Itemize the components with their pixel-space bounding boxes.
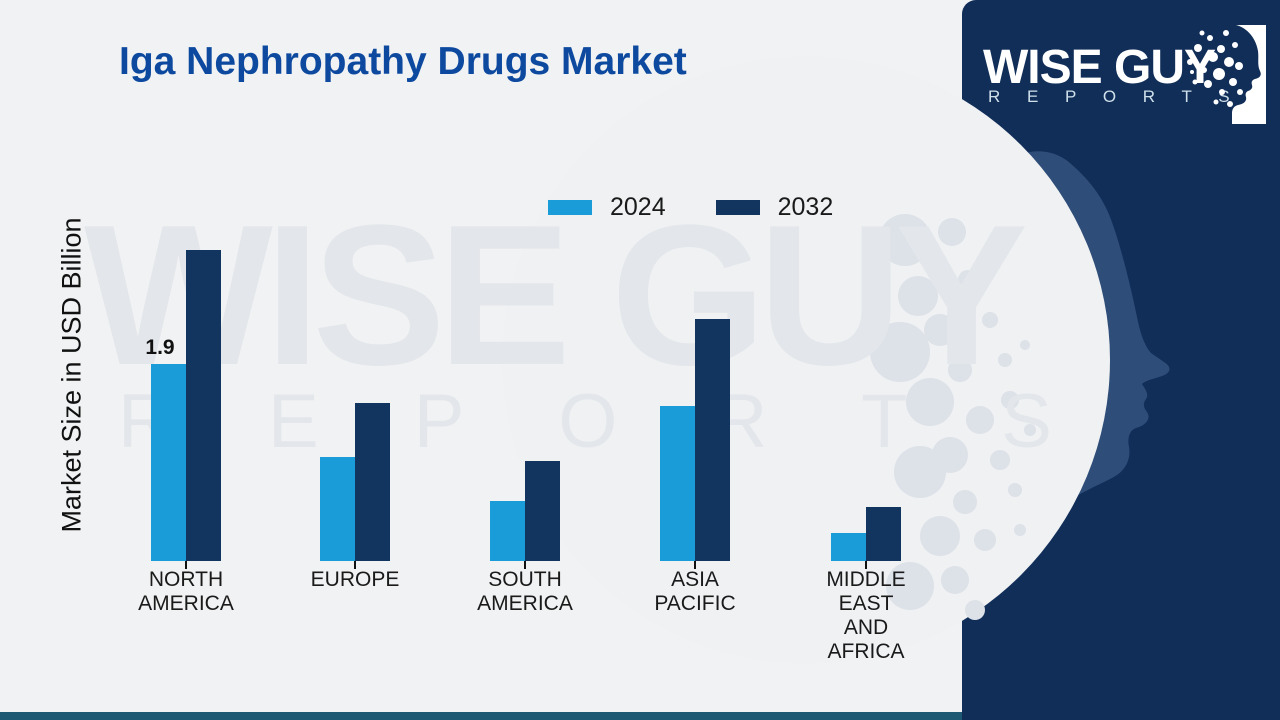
x-axis-tick [865,561,867,569]
legend-label-2024: 2024 [610,192,666,221]
legend-label-2032: 2032 [777,192,834,221]
bar-2024-north-america [151,364,186,561]
x-axis-tick [354,561,356,569]
category-label: EUROPE [310,568,400,591]
watermark-wordmark: WISE GUY [84,184,1028,407]
watermark-reports: R E P O R T S [118,379,1089,464]
chart-legend: 2024 2032 [548,192,833,222]
bar-2032-middle-east-and-africa [866,507,901,561]
dot-pattern [870,214,1036,620]
x-axis-tick [524,561,526,569]
bar-2024-europe [320,457,355,561]
x-axis-tick [185,561,187,569]
category-label: SOUTH AMERICA [477,568,573,615]
bar-2024-south-america [490,501,525,561]
footer-accent-bar [0,712,962,720]
bar-value-label: 1.9 [145,336,175,359]
bar-2024-asia-pacific [660,406,695,561]
bar-2032-south-america [525,461,560,561]
bar-2032-asia-pacific [695,319,730,561]
page-title: Iga Nephropathy Drugs Market [119,40,687,83]
bar-2032-europe [355,403,390,561]
legend-swatch-2024 [548,199,592,215]
x-axis-tick [694,561,696,569]
brand-face-icon [1187,25,1266,124]
brand-reports-label: R E P O R T S [988,87,1241,106]
y-axis-label: Market Size in USD Billion [56,217,87,533]
category-label: NORTH AMERICA [138,568,234,615]
legend-swatch-2032 [715,199,760,215]
background-circle [502,56,1110,664]
bar-2024-middle-east-and-africa [831,533,866,561]
category-label: ASIA PACIFIC [654,568,736,615]
category-label: MIDDLE EAST AND AFRICA [826,568,906,663]
bar-2032-north-america [186,250,221,561]
brand-wordmark: WISE GUY [983,41,1216,94]
